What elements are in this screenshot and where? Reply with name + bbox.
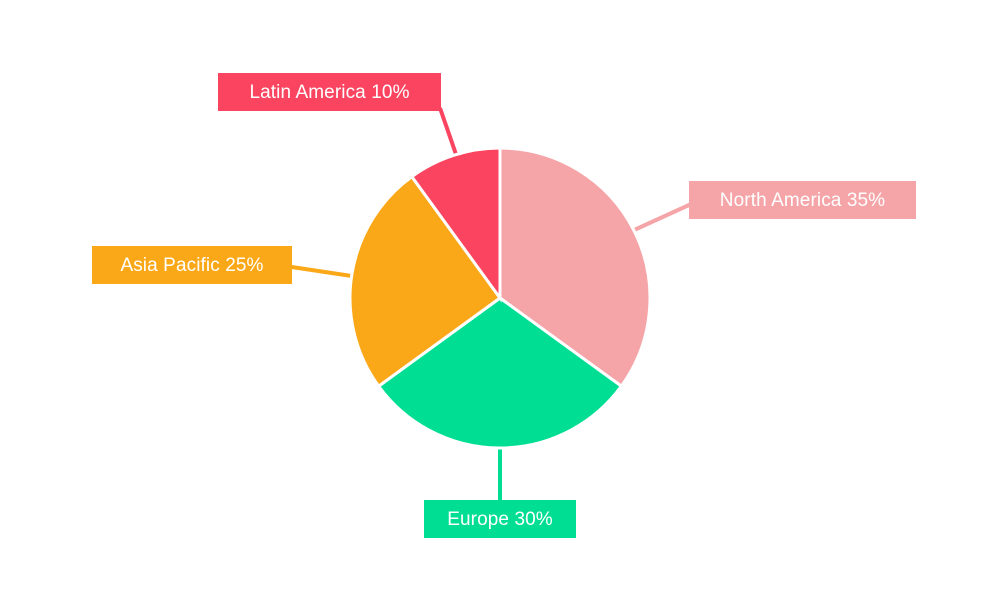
slice-label-north-america[interactable]: North America 35%	[689, 181, 916, 219]
slice-label-asia-pacific[interactable]: Asia Pacific 25%	[92, 246, 292, 284]
slice-label-latin-america[interactable]: Latin America 10%	[218, 73, 441, 111]
slice-label-text: North America 35%	[719, 189, 886, 211]
slice-label-text: Asia Pacific 25%	[120, 254, 264, 276]
slice-label-text: Europe 30%	[447, 508, 553, 530]
slice-label-text: Latin America 10%	[249, 81, 410, 103]
pie-slice[interactable]	[409, 146, 502, 303]
pie-slice[interactable]	[348, 174, 503, 389]
pie-slice[interactable]	[498, 146, 652, 389]
pie-slice[interactable]	[376, 296, 624, 450]
slice-label-europe[interactable]: Europe 30%	[424, 500, 576, 538]
pie-slices-group	[348, 146, 652, 450]
